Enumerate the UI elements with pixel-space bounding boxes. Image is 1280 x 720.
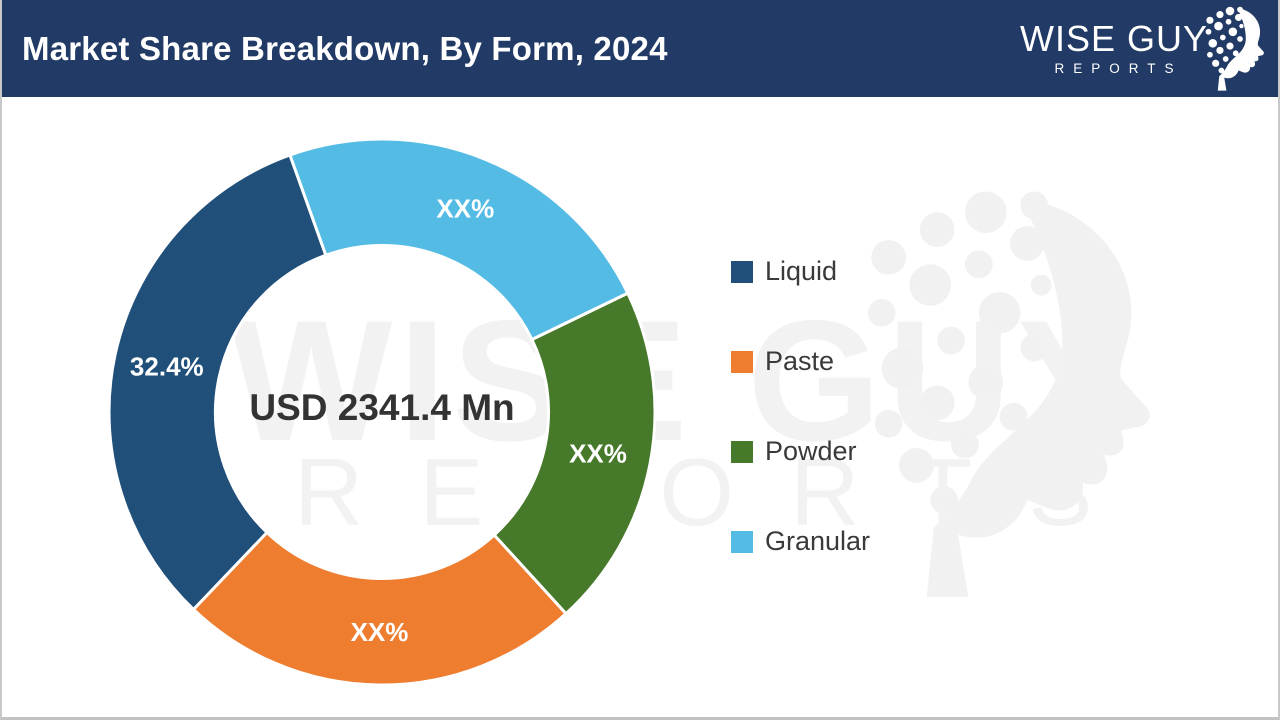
donut-segment-liquid[interactable] [107,153,328,611]
donut-chart: 32.4% XX% XX% XX% [107,137,657,687]
donut-segment-paste[interactable] [192,530,568,687]
legend-item-powder[interactable]: Powder [731,435,870,468]
donut-segment-granular[interactable] [288,137,630,341]
logo-subtext: REPORTS [1054,61,1183,76]
legend-label-paste: Paste [765,346,835,376]
donut-segment-powder[interactable] [492,291,657,616]
logo-head-icon [1205,6,1264,91]
header-bar: Market Share Breakdown, By Form, 2024 WI… [2,0,1278,97]
legend-swatch-powder [731,440,753,463]
legend-swatch-paste [731,350,753,373]
brand-logo-text: WISE GUY REPORTS [1019,18,1208,77]
page-title: Market Share Breakdown, By Form, 2024 [22,29,668,67]
legend-swatch-liquid [731,260,753,283]
segment-label-powder: XX% [569,439,627,469]
segment-label-paste: XX% [351,617,409,647]
legend-swatch-granular [731,530,753,553]
legend-label-powder: Powder [765,436,857,466]
segment-label-granular: XX% [436,193,494,223]
legend-item-liquid[interactable]: Liquid [731,255,870,288]
segment-label-liquid: 32.4% [130,351,204,381]
donut-center-value: USD 2341.4 Mn [249,387,515,428]
legend-item-paste[interactable]: Paste [731,345,870,378]
legend-label-granular: Granular [765,526,871,556]
watermark-head-icon [867,191,1150,598]
brand-logo: WISE GUY REPORTS [1020,6,1268,92]
logo-wordmark: WISE GUY [1019,18,1208,59]
legend-item-granular[interactable]: Granular [731,525,870,558]
legend: Liquid Paste Powder Granular [731,255,870,558]
legend-label-liquid: Liquid [765,256,838,286]
